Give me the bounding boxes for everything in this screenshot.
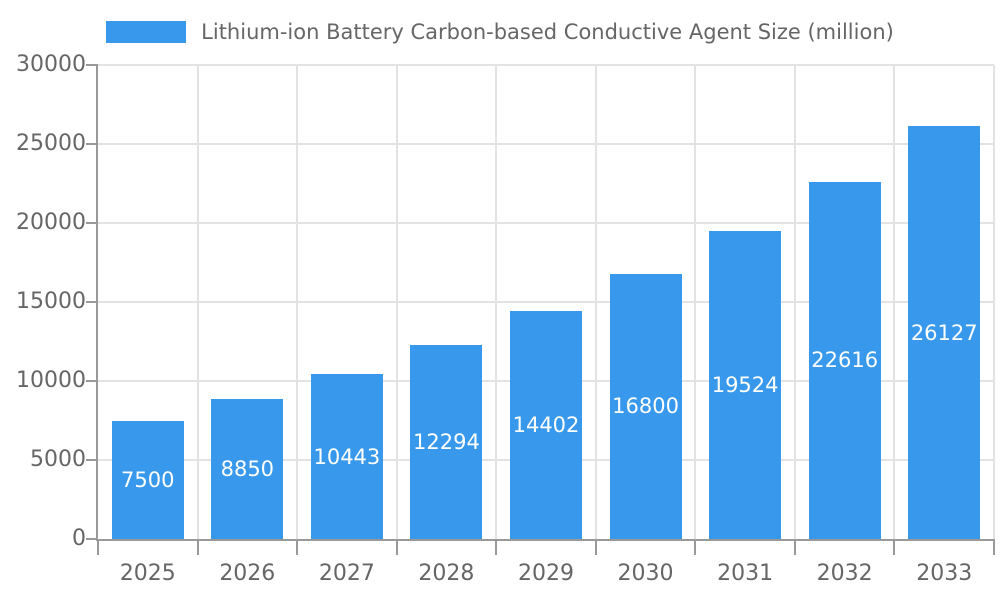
gridline-vertical [893,65,896,539]
y-axis-tick [86,301,98,303]
bar-value-label: 12294 [413,429,480,454]
gridline-vertical [495,65,498,539]
legend-label: Lithium-ion Battery Carbon-based Conduct… [201,20,894,44]
gridline-vertical [793,65,796,539]
gridline-horizontal [98,301,994,303]
y-tick-label: 20000 [16,210,86,235]
y-axis-tick [86,64,98,66]
y-axis-tick [86,143,98,145]
x-tick-label: 2031 [717,561,774,586]
y-tick-label: 0 [72,526,86,551]
x-axis-tick [395,539,398,555]
x-axis-tick [793,539,796,555]
y-tick-label: 5000 [30,447,86,472]
x-axis-line [96,539,994,541]
x-tick-label: 2026 [219,561,276,586]
x-tick-label: 2028 [418,561,475,586]
bar-2027[interactable] [310,374,383,539]
y-axis-line [96,65,98,541]
y-tick-label: 25000 [16,131,86,156]
y-tick-label: 10000 [16,368,86,393]
x-tick-label: 2032 [816,561,873,586]
bar-value-label: 14402 [512,413,580,438]
gridline-vertical [993,65,995,539]
x-axis-tick [893,539,896,555]
x-axis-tick [694,539,697,555]
gridline-vertical [594,65,597,539]
bar-2033[interactable] [908,126,981,539]
gridline-horizontal [98,64,994,66]
x-axis-tick [97,539,99,555]
x-axis-tick [495,539,498,555]
x-axis-tick [993,539,995,555]
x-tick-label: 2027 [318,561,375,586]
x-axis-tick [296,539,299,555]
bar-2031[interactable] [709,230,782,539]
bar-2030[interactable] [609,273,682,539]
bar-value-label: 16800 [612,394,679,419]
bar-value-label: 8850 [220,457,275,482]
gridline-vertical [196,65,199,539]
gridline-horizontal [98,143,994,145]
y-tick-label: 15000 [16,289,86,314]
x-tick-label: 2029 [517,561,574,586]
y-axis-tick [86,380,98,382]
bar-2026[interactable] [211,399,284,539]
bar-value-label: 10443 [313,444,381,469]
gridline-horizontal [98,222,994,224]
x-tick-label: 2030 [617,561,674,586]
y-tick-label: 30000 [16,52,86,77]
chart-legend[interactable]: Lithium-ion Battery Carbon-based Conduct… [0,20,1000,44]
y-axis-tick [86,222,98,224]
y-axis-tick [86,538,98,540]
bar-value-label: 19524 [711,372,779,397]
x-tick-label: 2025 [119,561,176,586]
bar-value-label: 26127 [910,320,978,345]
gridline-vertical [296,65,299,539]
bar-value-label: 22616 [811,348,879,373]
bar-2032[interactable] [808,181,881,539]
gridline-vertical [694,65,697,539]
legend-swatch-icon [106,21,187,43]
x-tick-label: 2033 [916,561,973,586]
x-axis-tick [196,539,199,555]
bar-2029[interactable] [510,311,582,539]
y-axis-tick [86,459,98,461]
gridline-vertical [395,65,398,539]
bar-2028[interactable] [410,344,483,539]
bar-2025[interactable] [111,420,184,539]
x-axis-tick [594,539,597,555]
bar-value-label: 7500 [121,467,175,492]
